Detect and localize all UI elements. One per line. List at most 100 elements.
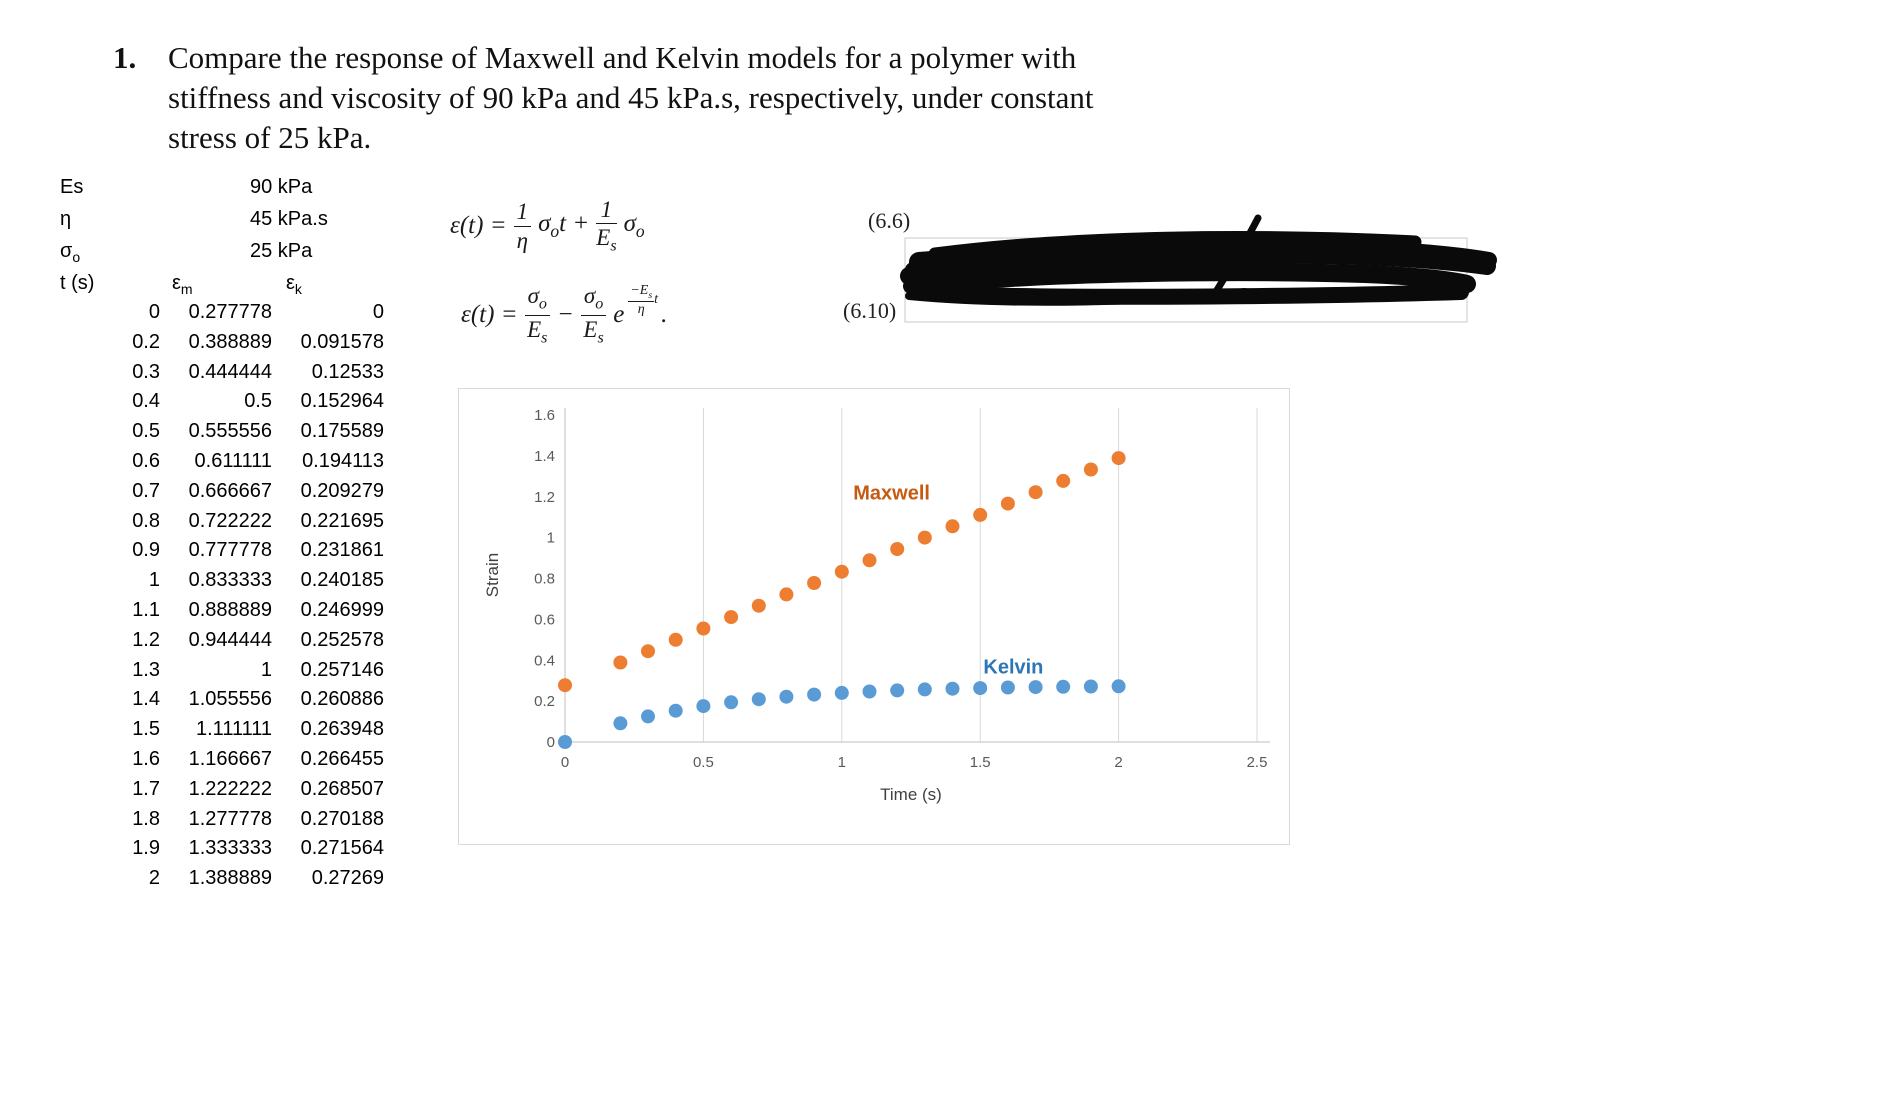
cell-epsilon-m: 1.111111 xyxy=(196,718,272,741)
kelvin-point xyxy=(668,703,683,718)
table-row: 1.9 1.333333 0.271564 xyxy=(0,837,1902,867)
cell-time: 2 xyxy=(148,867,160,890)
cell-epsilon-k: 0 xyxy=(372,301,384,323)
x-axis-title: Time (s) xyxy=(880,785,942,804)
cell-epsilon-m: 1 xyxy=(260,658,272,681)
cell-epsilon-m: 0.555556 xyxy=(188,420,272,443)
param-value-sigma-o: 25 kPa xyxy=(250,240,313,262)
cell-epsilon-m: 1.166667 xyxy=(188,748,272,770)
table-row: 1.2 0.944444 0.252578 xyxy=(0,629,1902,659)
cell-epsilon-k: 0.221695 xyxy=(300,509,384,532)
eq610-exponent: −Es η t xyxy=(628,282,659,318)
y-tick-label: 1.2 xyxy=(534,489,555,506)
x-tick-label: 1 xyxy=(838,754,846,771)
kelvin-point xyxy=(613,716,628,731)
cell-epsilon-k: 0.252578 xyxy=(300,628,384,651)
eq610-e: e xyxy=(613,301,625,328)
maxwell-point xyxy=(751,598,766,613)
cell-time: 1.1 xyxy=(132,599,160,621)
cell-epsilon-k: 0.271564 xyxy=(300,837,384,860)
table-row: 0.5 0.555556 0.175589 xyxy=(0,420,1902,450)
y-tick-label: 0.8 xyxy=(534,571,555,588)
cell-epsilon-m: 0.444444 xyxy=(188,360,272,383)
cell-time: 1.7 xyxy=(132,777,160,800)
maxwell-point xyxy=(890,542,905,556)
maxwell-point xyxy=(945,519,960,534)
cell-epsilon-k: 0.231861 xyxy=(300,539,384,562)
table-row: 1.3 1 0.257146 xyxy=(0,659,1902,689)
problem-line-1: Compare the response of Maxwell and Kelv… xyxy=(168,40,1077,75)
eq610-period: . xyxy=(661,301,668,328)
cell-time: 0.4 xyxy=(132,390,160,413)
maxwell-point xyxy=(834,564,849,579)
eq66-sigma-2: σo xyxy=(623,210,645,241)
maxwell-point xyxy=(724,610,739,625)
problem-line-3: stress of 25 kPa. xyxy=(168,120,372,155)
equation-maxwell: ε(t) = 1 η σot + 1 Es σo xyxy=(447,196,648,256)
y-tick-label: 0.4 xyxy=(534,652,555,669)
table-row: 0.8 0.722222 0.221695 xyxy=(0,510,1902,540)
cell-epsilon-m: 1.277778 xyxy=(188,807,272,830)
cell-epsilon-k: 0.263948 xyxy=(300,718,384,741)
kelvin-point xyxy=(945,681,960,696)
eq66-fraction-2: 1 Es xyxy=(596,196,617,255)
cell-epsilon-m: 0.722222 xyxy=(188,509,272,532)
cell-epsilon-m: 0.777778 xyxy=(188,539,272,562)
cell-epsilon-k: 0.12533 xyxy=(311,360,384,383)
cell-epsilon-m: 0.277778 xyxy=(188,301,272,323)
cell-epsilon-m: 1.388889 xyxy=(188,867,272,890)
maxwell-point xyxy=(779,587,794,602)
cell-epsilon-m: 0.611111 xyxy=(194,450,272,472)
equation-number-6-10: (6.10) xyxy=(843,298,897,323)
x-tick-label: 2.5 xyxy=(1247,754,1268,771)
cell-time: 1.9 xyxy=(132,837,160,860)
cell-epsilon-m: 0.388889 xyxy=(188,330,272,353)
cell-epsilon-k: 0.270188 xyxy=(300,807,384,830)
kelvin-point xyxy=(917,682,932,697)
cell-epsilon-m: 0.833333 xyxy=(188,569,272,592)
cell-time: 0.7 xyxy=(132,479,160,502)
cell-epsilon-k: 0.257146 xyxy=(300,658,384,681)
table-row: 0.2 0.388889 0.091578 xyxy=(0,331,1902,361)
maxwell-point xyxy=(613,655,628,670)
param-value-Es: 90 kPa xyxy=(250,176,313,198)
x-tick-label: 0.5 xyxy=(693,754,714,771)
param-label-Es: Es xyxy=(60,176,84,198)
cell-epsilon-k: 0.266455 xyxy=(300,748,384,770)
cell-time: 0.6 xyxy=(132,450,160,472)
eq66-lhs: ε(t) = xyxy=(450,212,507,239)
eq610-lhs: ε(t) = xyxy=(461,301,518,328)
param-label-eta: η xyxy=(60,208,72,230)
y-tick-label: 0 xyxy=(547,734,555,751)
y-tick-label: 0.6 xyxy=(534,611,555,628)
maxwell-point xyxy=(917,530,932,545)
table-row: 1.6 1.166667 0.266455 xyxy=(0,748,1902,778)
column-header-time: t (s) xyxy=(60,272,95,294)
param-value-eta: 45 kPa.s xyxy=(250,208,328,230)
kelvin-point xyxy=(724,695,739,710)
maxwell-point xyxy=(1000,496,1015,511)
maxwell-point xyxy=(1056,473,1071,488)
cell-time: 1.4 xyxy=(132,688,160,711)
y-tick-label: 1.6 xyxy=(534,407,555,424)
table-row: 0.9 0.777778 0.231861 xyxy=(0,539,1902,569)
equation-number-6-6: (6.6) xyxy=(868,208,911,233)
cell-time: 1.2 xyxy=(132,628,160,651)
cell-epsilon-k: 0.175589 xyxy=(300,420,384,443)
kelvin-point xyxy=(862,684,877,699)
table-row: 1.5 1.111111 0.263948 xyxy=(0,718,1902,748)
kelvin-point xyxy=(1000,680,1015,695)
maxwell-point xyxy=(696,621,711,636)
y-tick-label: 0.2 xyxy=(534,693,555,710)
cell-epsilon-k: 0.152964 xyxy=(300,390,384,413)
kelvin-point xyxy=(751,692,766,707)
maxwell-point xyxy=(641,644,655,659)
kelvin-point xyxy=(641,709,655,724)
maxwell-series-label: Maxwell xyxy=(853,483,930,505)
maxwell-point xyxy=(1028,485,1043,500)
cell-epsilon-k: 0.246999 xyxy=(300,599,384,621)
equation-kelvin: ε(t) = σo Es − σo Es e −Es η t . xyxy=(458,282,670,347)
table-row: 1.4 1.055556 0.260886 xyxy=(0,688,1902,718)
y-axis-title: Strain xyxy=(483,553,502,597)
